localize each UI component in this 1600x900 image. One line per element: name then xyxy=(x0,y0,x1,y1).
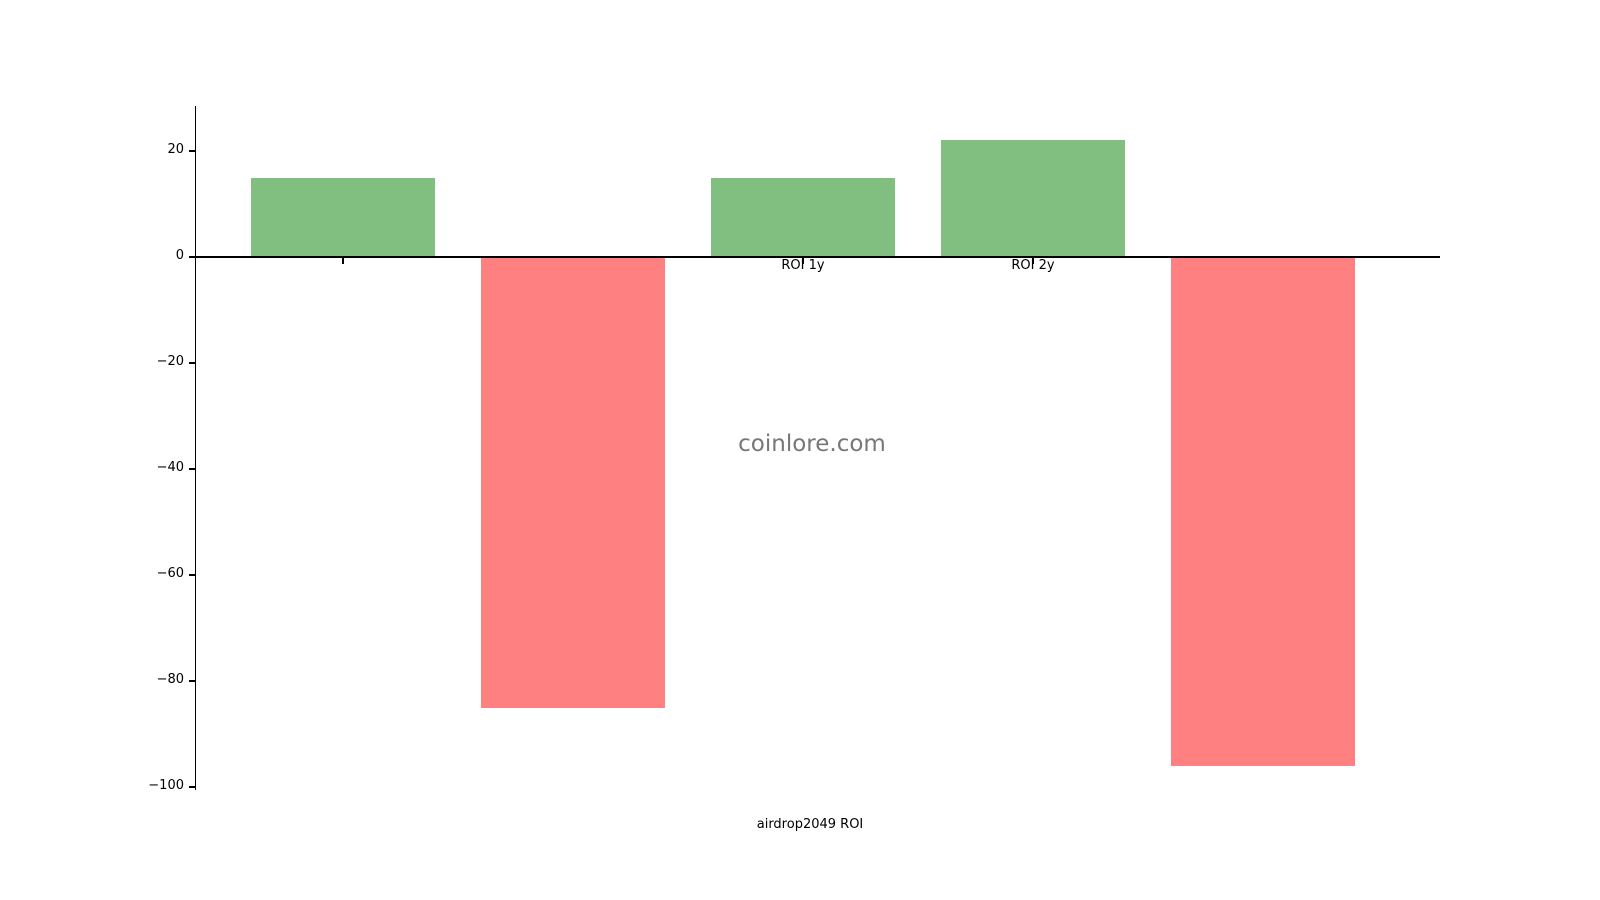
x-tick xyxy=(802,257,804,264)
y-tick xyxy=(188,256,195,258)
y-tick xyxy=(188,786,195,788)
y-tick-label: −20 xyxy=(156,354,184,369)
x-tick-label: ROI 2y xyxy=(1011,258,1055,273)
bar-1 xyxy=(251,177,435,257)
y-tick-label: −80 xyxy=(156,672,184,687)
x-tick-label: ROI 1y xyxy=(781,258,825,273)
bar-3 xyxy=(711,177,895,257)
chart-title: airdrop2049 ROI xyxy=(756,817,864,832)
y-axis-line xyxy=(194,106,196,790)
y-tick xyxy=(188,150,195,152)
x-axis-zero-line xyxy=(196,256,1440,258)
y-tick xyxy=(188,574,195,576)
y-tick-label: −100 xyxy=(148,778,184,793)
y-tick-label: 20 xyxy=(167,142,184,157)
bar-5 xyxy=(1171,257,1355,766)
y-tick xyxy=(188,468,195,470)
bar-4 xyxy=(941,140,1125,257)
watermark-text: coinlore.com xyxy=(738,431,886,457)
y-tick-label: −60 xyxy=(156,566,184,581)
y-tick-label: 0 xyxy=(175,248,184,263)
x-tick xyxy=(1032,257,1034,264)
y-tick xyxy=(188,680,195,682)
y-tick xyxy=(188,362,195,364)
x-tick xyxy=(342,257,344,264)
bar-2 xyxy=(481,257,665,708)
y-tick-label: −40 xyxy=(156,460,184,475)
